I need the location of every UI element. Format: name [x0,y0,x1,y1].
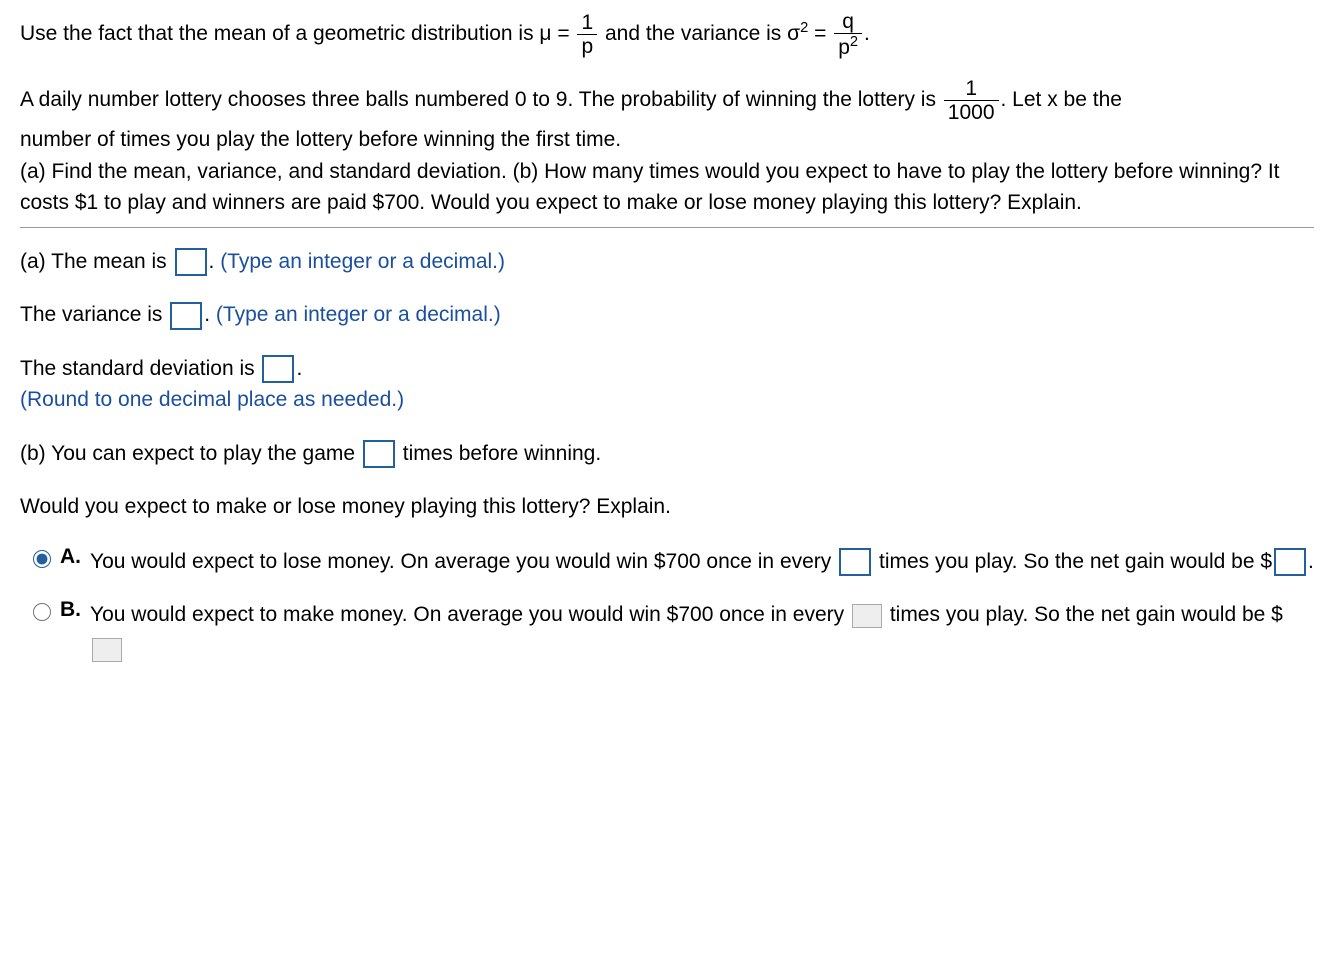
fraction-mu: 1 p [577,11,597,58]
mean-input[interactable] [175,248,207,276]
choice-a-letter: A. [60,545,90,569]
divider [20,227,1314,228]
choice-a-text: You would expect to lose money. On avera… [90,545,1314,579]
choice-b: B. You would expect to make money. On av… [28,598,1314,665]
sd-input[interactable] [262,355,294,383]
fraction-probability: 1 1000 [944,77,999,124]
radio-a[interactable] [33,550,51,568]
part-b-question: Would you expect to make or lose money p… [20,491,1314,523]
intro-text-2: and the variance is σ [605,22,800,45]
part-a-sd: The standard deviation is . (Round to on… [20,353,1314,416]
intro-text-1: Use the fact that the mean of a geometri… [20,22,575,45]
sd-hint: (Round to one decimal place as needed.) [20,388,404,411]
variance-hint: (Type an integer or a decimal.) [216,303,501,326]
lottery-line2: number of times you play the lottery bef… [20,124,1314,156]
intro-equals: = [808,22,832,45]
lottery-line1-post: . Let x be the [1001,88,1122,111]
choice-b-text: You would expect to make money. On avera… [90,598,1314,665]
choice-a: A. You would expect to lose money. On av… [28,545,1314,579]
choice-b-times-input[interactable] [852,604,882,628]
problem-statement: A daily number lottery chooses three bal… [20,77,1314,219]
part-b-expect: (b) You can expect to play the game time… [20,438,1314,470]
choice-a-gain-input[interactable] [1274,548,1306,576]
intro-formula: Use the fact that the mean of a geometri… [20,10,1314,59]
intro-period: . [864,22,870,45]
lottery-line3: (a) Find the mean, variance, and standar… [20,156,1314,219]
part-a-mean: (a) The mean is . (Type an integer or a … [20,246,1314,278]
variance-input[interactable] [170,302,202,330]
radio-b[interactable] [33,603,51,621]
choice-a-times-input[interactable] [839,548,871,576]
expect-input[interactable] [363,440,395,468]
mean-hint: (Type an integer or a decimal.) [220,250,505,273]
lottery-line1-pre: A daily number lottery chooses three bal… [20,88,942,111]
part-a-variance: The variance is . (Type an integer or a … [20,299,1314,331]
choice-b-letter: B. [60,598,90,622]
fraction-variance: q p2 [834,10,862,59]
question-container: Use the fact that the mean of a geometri… [0,0,1334,716]
choice-b-gain-input[interactable] [92,638,122,662]
